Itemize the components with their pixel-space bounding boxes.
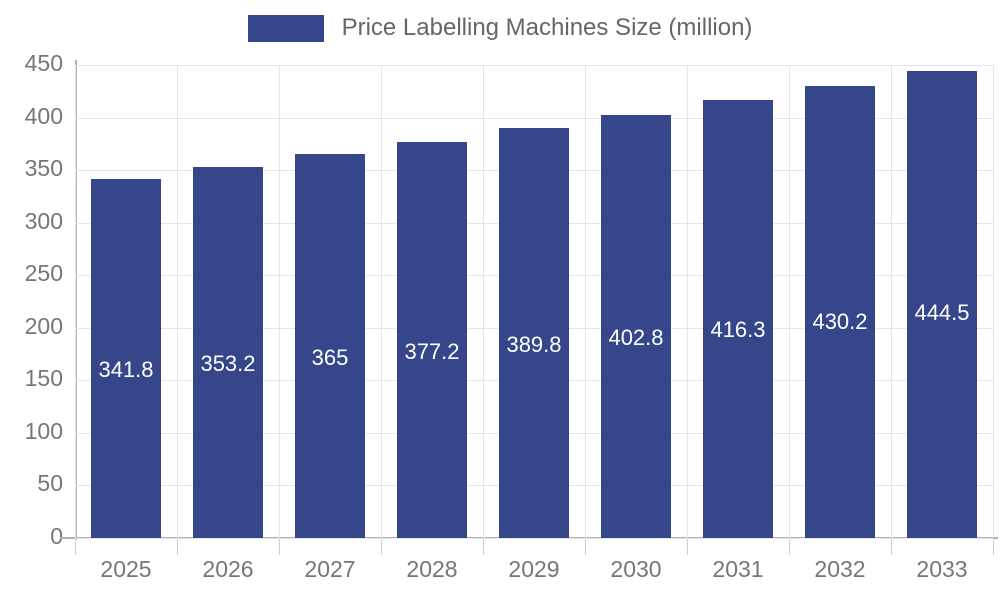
y-axis-tick-label: 450 [24,50,63,76]
bar[interactable] [804,85,876,538]
bar-group: 353.2 [192,65,264,538]
x-axis-tick-label: 2030 [610,556,662,582]
gridline-horizontal [75,117,993,119]
bar-value-label: 365 [311,345,349,371]
y-axis-tick-label: 250 [24,260,63,287]
gridline-vertical [891,65,892,538]
x-axis-tick-label: 2031 [712,556,764,582]
bar-value-label: 416.3 [710,316,766,342]
y-axis-tick-label: 0 [50,523,63,549]
x-axis-tick-label: 2033 [916,556,968,582]
bar-group: 416.3 [702,65,774,538]
y-axis-tick-label: 50 [37,470,63,497]
bar[interactable] [90,178,162,538]
gridline-vertical [789,65,790,538]
gridline-vertical [279,65,280,538]
x-axis-tick-mark [585,539,586,555]
bar[interactable] [192,166,264,538]
y-axis-line [75,60,77,540]
x-axis-tick-mark [687,539,688,555]
x-axis-tick-label: 2029 [508,556,560,582]
x-axis-tick-label: 2027 [304,556,356,582]
plot-area: 341.8 353.2 365 377.2 389.8 402.8 416.3 430.2 44… [75,65,994,539]
bar[interactable] [498,128,570,538]
vertical-gridlines [75,65,994,538]
x-axis-tick-mark [993,539,994,555]
legend-color-swatch-icon [247,14,324,42]
bar-value-label: 377.2 [404,338,460,364]
x-axis-tick-mark [279,539,280,555]
x-axis-tick-mark [891,539,892,555]
gridline-vertical [177,65,178,538]
legend-item-label: Price Labelling Machines Size (million) [341,14,753,41]
y-axis-tick-label: 350 [24,155,63,182]
bar[interactable] [906,70,978,538]
gridline-vertical [381,65,382,538]
gridline-vertical [483,65,484,538]
gridline-horizontal [75,65,993,66]
gridline-vertical [687,65,688,538]
bar-value-label: 341.8 [98,356,154,382]
y-axis-tick-label: 300 [24,207,63,234]
y-axis-tick-label: 100 [24,417,63,444]
gridline-horizontal [75,538,993,539]
x-axis-tick-mark [483,539,484,555]
bar-value-label: 430.2 [812,308,868,334]
bar-value-label: 444.5 [914,299,970,325]
y-axis-tick-label: 400 [24,102,63,129]
x-axis-tick-label: 2025 [100,556,152,582]
y-axis-tick-label: 150 [24,365,63,392]
legend-item-price-labelling-machines-size[interactable]: Price Labelling Machines Size (million) [247,14,753,42]
bar[interactable] [294,154,366,538]
bar-group: 341.8 [90,65,162,538]
x-axis-tick-mark [177,539,178,555]
bar-group: 365 [294,65,366,538]
bar[interactable] [396,141,468,538]
bar-series: 341.8 353.2 365 377.2 389.8 402.8 416.3 430.2 44… [75,65,993,538]
y-axis-tick-label: 200 [24,312,63,339]
bar[interactable] [702,100,774,538]
gridline-vertical [585,65,586,538]
x-axis-tick-label: 2026 [202,556,254,582]
x-axis-tick-mark [75,539,76,555]
bar-group: 377.2 [396,65,468,538]
bar-value-label: 402.8 [608,324,664,350]
x-axis-tick-label: 2032 [814,556,866,582]
bar-group: 430.2 [804,65,876,538]
bar-value-label: 389.8 [506,331,562,357]
x-axis-tick-label: 2028 [406,556,458,582]
bar-group: 402.8 [600,65,672,538]
bar-group: 444.5 [906,65,978,538]
gridline-vertical [75,65,76,538]
bar-group: 389.8 [498,65,570,538]
x-axis-tick-mark [381,539,382,555]
gridline-vertical [993,65,994,538]
bar-value-label: 353.2 [200,351,256,377]
x-axis-tick-mark [789,539,790,555]
chart-legend: Price Labelling Machines Size (million) [0,0,1000,56]
bar[interactable] [600,114,672,538]
